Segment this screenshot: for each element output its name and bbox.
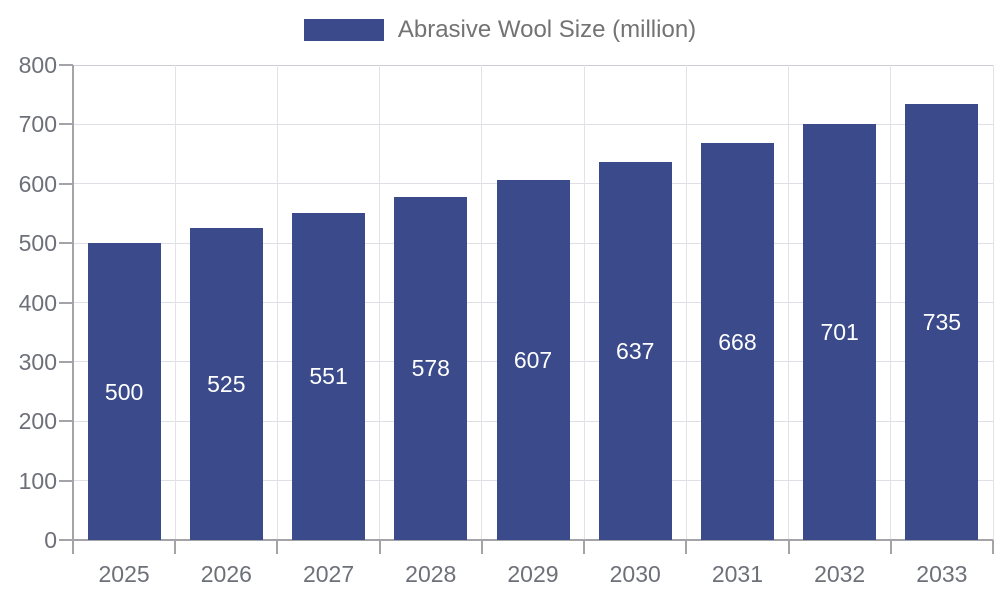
bar[interactable] [87,243,161,540]
y-axis-tick [59,420,73,423]
y-axis-label: 100 [18,467,57,494]
y-axis-label: 500 [18,230,57,257]
y-axis-tick [59,539,73,541]
y-axis-tick [59,301,73,304]
bar[interactable] [292,212,366,540]
x-axis-label: 2032 [814,561,866,587]
y-axis-tick [59,242,73,245]
bar-value-label: 525 [207,371,246,398]
y-axis-label: 200 [18,408,57,435]
v-gridline [788,65,790,540]
x-axis-line [73,539,993,541]
y-axis-tick [59,182,73,185]
x-axis-tick [583,540,586,554]
x-axis-label: 2029 [507,561,559,587]
x-axis-tick [992,540,994,554]
bar[interactable] [394,196,468,540]
v-gridline [890,65,892,540]
y-axis-tick [59,360,73,363]
x-axis-tick [685,540,688,554]
y-axis-tick [59,64,73,66]
x-axis-tick [72,540,74,554]
v-gridline [992,65,994,540]
v-gridline [174,65,176,540]
v-gridline [481,65,483,540]
x-axis-label: 2030 [609,561,661,587]
bar[interactable] [189,228,263,540]
bar-value-label: 701 [820,318,859,345]
x-axis-tick [378,540,381,554]
y-axis-label: 0 [44,527,57,553]
x-axis-label: 2031 [711,561,764,587]
x-axis-label: 2027 [302,561,355,587]
v-gridline [379,65,381,540]
bar[interactable] [700,143,774,540]
bar[interactable] [598,161,672,540]
legend-label: Abrasive Wool Size (million) [397,16,697,43]
bar[interactable] [803,123,877,540]
x-axis-tick [787,540,790,554]
bar-value-label: 607 [513,346,553,373]
v-gridline [685,65,687,540]
y-axis-label: 700 [18,111,57,138]
bar-value-label: 578 [411,355,450,382]
h-gridline [73,123,993,125]
x-axis-label: 2026 [200,561,252,587]
y-axis-label: 800 [18,52,57,78]
bar-value-label: 735 [922,308,962,335]
bar[interactable] [905,103,979,540]
y-axis-line [72,65,74,540]
x-axis-label: 2028 [405,561,457,587]
v-gridline [276,65,278,540]
bar-value-label: 500 [104,378,144,405]
x-axis-tick [276,540,279,554]
bar-value-label: 551 [309,363,348,390]
bar-value-label: 637 [616,337,655,364]
h-gridline [73,64,993,66]
legend-swatch [303,19,384,41]
y-axis-tick [59,123,73,126]
x-axis-label: 2025 [98,561,150,587]
x-axis-label: 2033 [916,561,968,587]
chart-legend[interactable]: Abrasive Wool Size (million) [0,16,1000,44]
x-axis-tick [174,540,177,554]
y-axis-label: 400 [18,289,57,316]
x-axis-tick [480,540,483,554]
y-axis-tick [59,479,73,482]
v-gridline [583,65,585,540]
y-axis-label: 300 [18,348,57,375]
bar-value-label: 668 [718,328,757,355]
y-axis-label: 600 [18,170,57,197]
x-axis-tick [889,540,892,554]
bar[interactable] [496,179,570,540]
